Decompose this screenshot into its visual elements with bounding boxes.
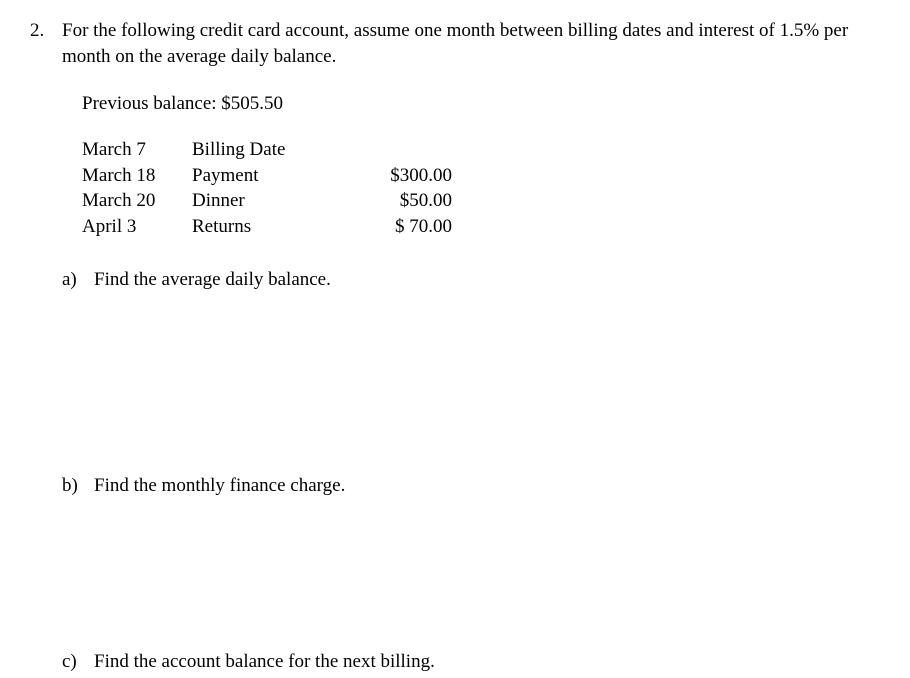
table-row: March 18 Payment $300.00 bbox=[82, 163, 880, 189]
previous-balance: Previous balance: $505.50 bbox=[82, 91, 880, 117]
tx-date: March 18 bbox=[82, 163, 192, 189]
tx-date: March 20 bbox=[82, 188, 192, 214]
subpart-letter: c) bbox=[62, 649, 80, 675]
problem-number: 2. bbox=[30, 18, 48, 674]
tx-amount: $300.00 bbox=[362, 163, 452, 189]
tx-date: March 7 bbox=[82, 137, 192, 163]
tx-amount bbox=[362, 137, 452, 163]
subpart-a: a) Find the average daily balance. bbox=[62, 267, 880, 293]
subpart-text: Find the average daily balance. bbox=[94, 267, 331, 293]
tx-desc: Returns bbox=[192, 214, 362, 240]
subpart-c: c) Find the account balance for the next… bbox=[62, 649, 880, 675]
tx-amount: $ 70.00 bbox=[362, 214, 452, 240]
subpart-text: Find the account balance for the next bi… bbox=[94, 649, 435, 675]
tx-desc: Payment bbox=[192, 163, 362, 189]
tx-date: April 3 bbox=[82, 214, 192, 240]
problem-body: For the following credit card account, a… bbox=[62, 18, 880, 674]
problem-container: 2. For the following credit card account… bbox=[30, 18, 880, 674]
subpart-letter: a) bbox=[62, 267, 80, 293]
transactions-table: March 7 Billing Date March 18 Payment $3… bbox=[82, 137, 880, 240]
tx-amount: $50.00 bbox=[362, 188, 452, 214]
tx-desc: Billing Date bbox=[192, 137, 362, 163]
problem-intro: For the following credit card account, a… bbox=[62, 18, 880, 69]
table-row: March 20 Dinner $50.00 bbox=[82, 188, 880, 214]
subpart-letter: b) bbox=[62, 473, 80, 499]
subpart-b: b) Find the monthly finance charge. bbox=[62, 473, 880, 499]
table-row: April 3 Returns $ 70.00 bbox=[82, 214, 880, 240]
tx-desc: Dinner bbox=[192, 188, 362, 214]
table-row: March 7 Billing Date bbox=[82, 137, 880, 163]
subpart-text: Find the monthly finance charge. bbox=[94, 473, 345, 499]
